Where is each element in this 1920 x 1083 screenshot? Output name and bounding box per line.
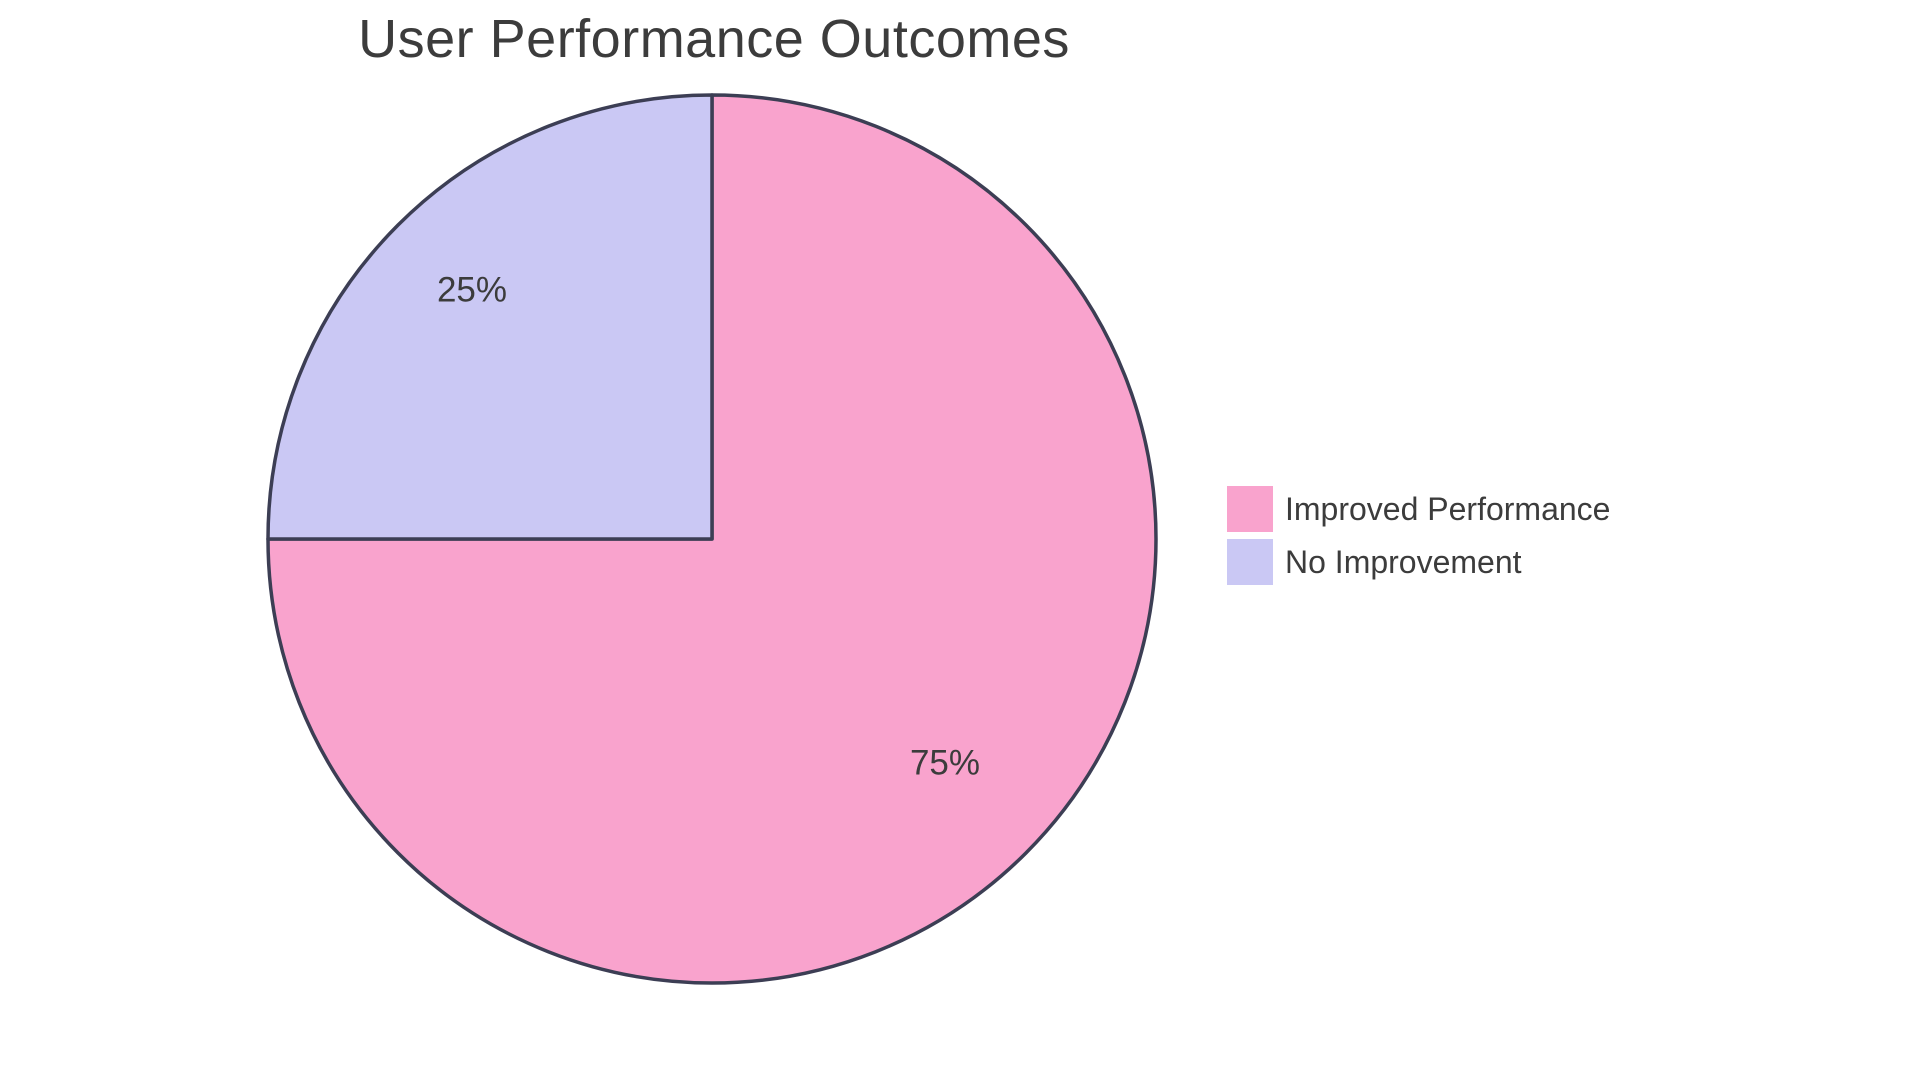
legend-item-improved-performance[interactable]: Improved Performance — [1227, 486, 1610, 532]
pie-slice-label-no-improvement: 25% — [437, 271, 507, 310]
legend-swatch-no-improvement — [1227, 539, 1273, 585]
pie-slice-no-improvement[interactable] — [266, 93, 714, 541]
legend-swatch-color-improved-performance — [1227, 486, 1273, 532]
chart-title: User Performance Outcomes — [358, 9, 1070, 69]
legend-label-improved-performance: Improved Performance — [1285, 491, 1611, 527]
legend-swatch-color-no-improvement — [1227, 539, 1273, 585]
pie-slice-label-improved-performance: 75% — [910, 744, 980, 783]
legend-label-no-improvement: No Improvement — [1285, 544, 1522, 580]
legend: Improved Performance No Improvement — [1227, 486, 1610, 585]
legend-swatch-improved-performance — [1227, 486, 1273, 532]
legend-item-no-improvement[interactable]: No Improvement — [1227, 539, 1610, 585]
